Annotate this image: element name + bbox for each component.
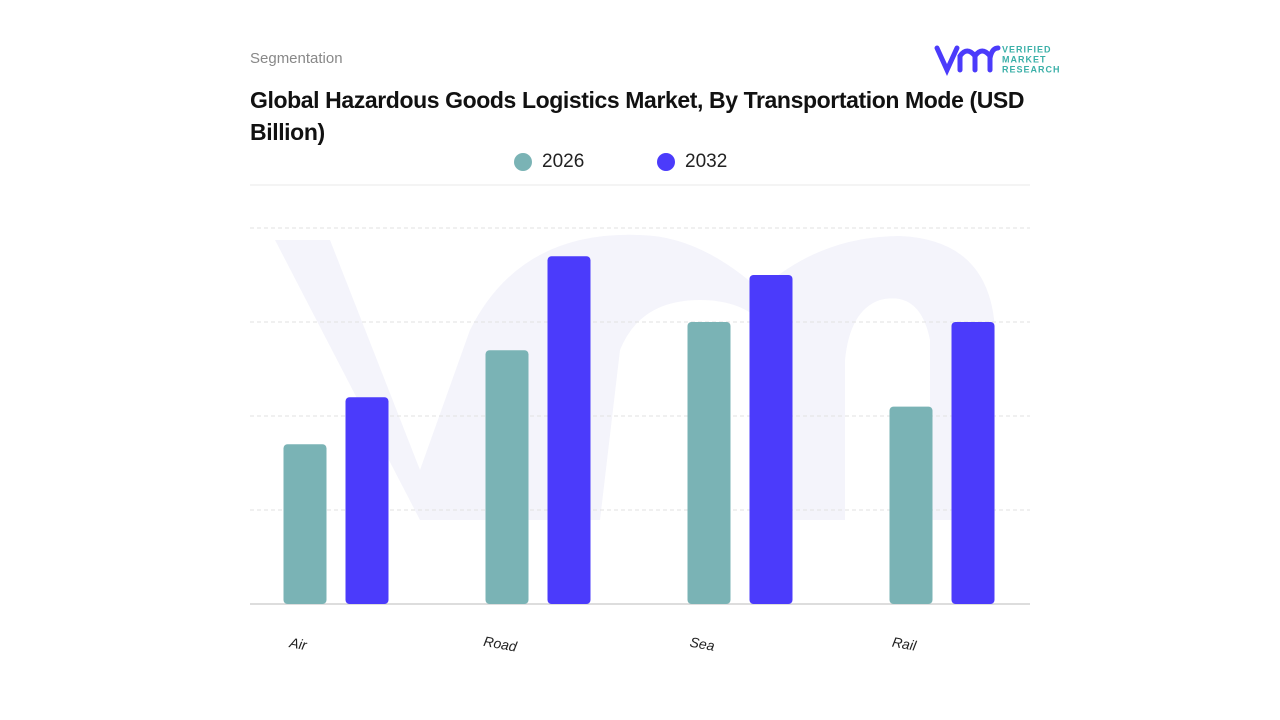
legend-label: 2032 — [685, 151, 727, 172]
subtitle: Segmentation — [250, 50, 343, 67]
x-tick-label: Sea — [689, 634, 717, 654]
bar — [749, 275, 793, 604]
chart-title: Global Hazardous Goods Logistics Market,… — [250, 87, 1025, 145]
logo: VERIFIED MARKET RESEARCH — [934, 44, 1061, 77]
bar — [687, 322, 731, 604]
x-tick-label: Air — [287, 634, 309, 653]
legend-label: 2026 — [542, 151, 584, 172]
x-tick-label: Rail — [891, 634, 918, 654]
logo-mark — [934, 45, 1001, 77]
watermark — [275, 234, 995, 520]
legend-marker — [514, 153, 532, 171]
bar — [547, 256, 591, 604]
bar — [283, 444, 327, 604]
logo-text: RESEARCH — [1002, 64, 1061, 74]
bar — [345, 397, 389, 604]
bar — [485, 350, 529, 604]
logo-text: MARKET — [1002, 54, 1047, 64]
legend-marker — [657, 153, 675, 171]
logo-text: VERIFIED — [1002, 44, 1052, 54]
x-tick-label: Road — [482, 633, 519, 655]
bar — [889, 406, 933, 604]
bar — [951, 322, 995, 604]
